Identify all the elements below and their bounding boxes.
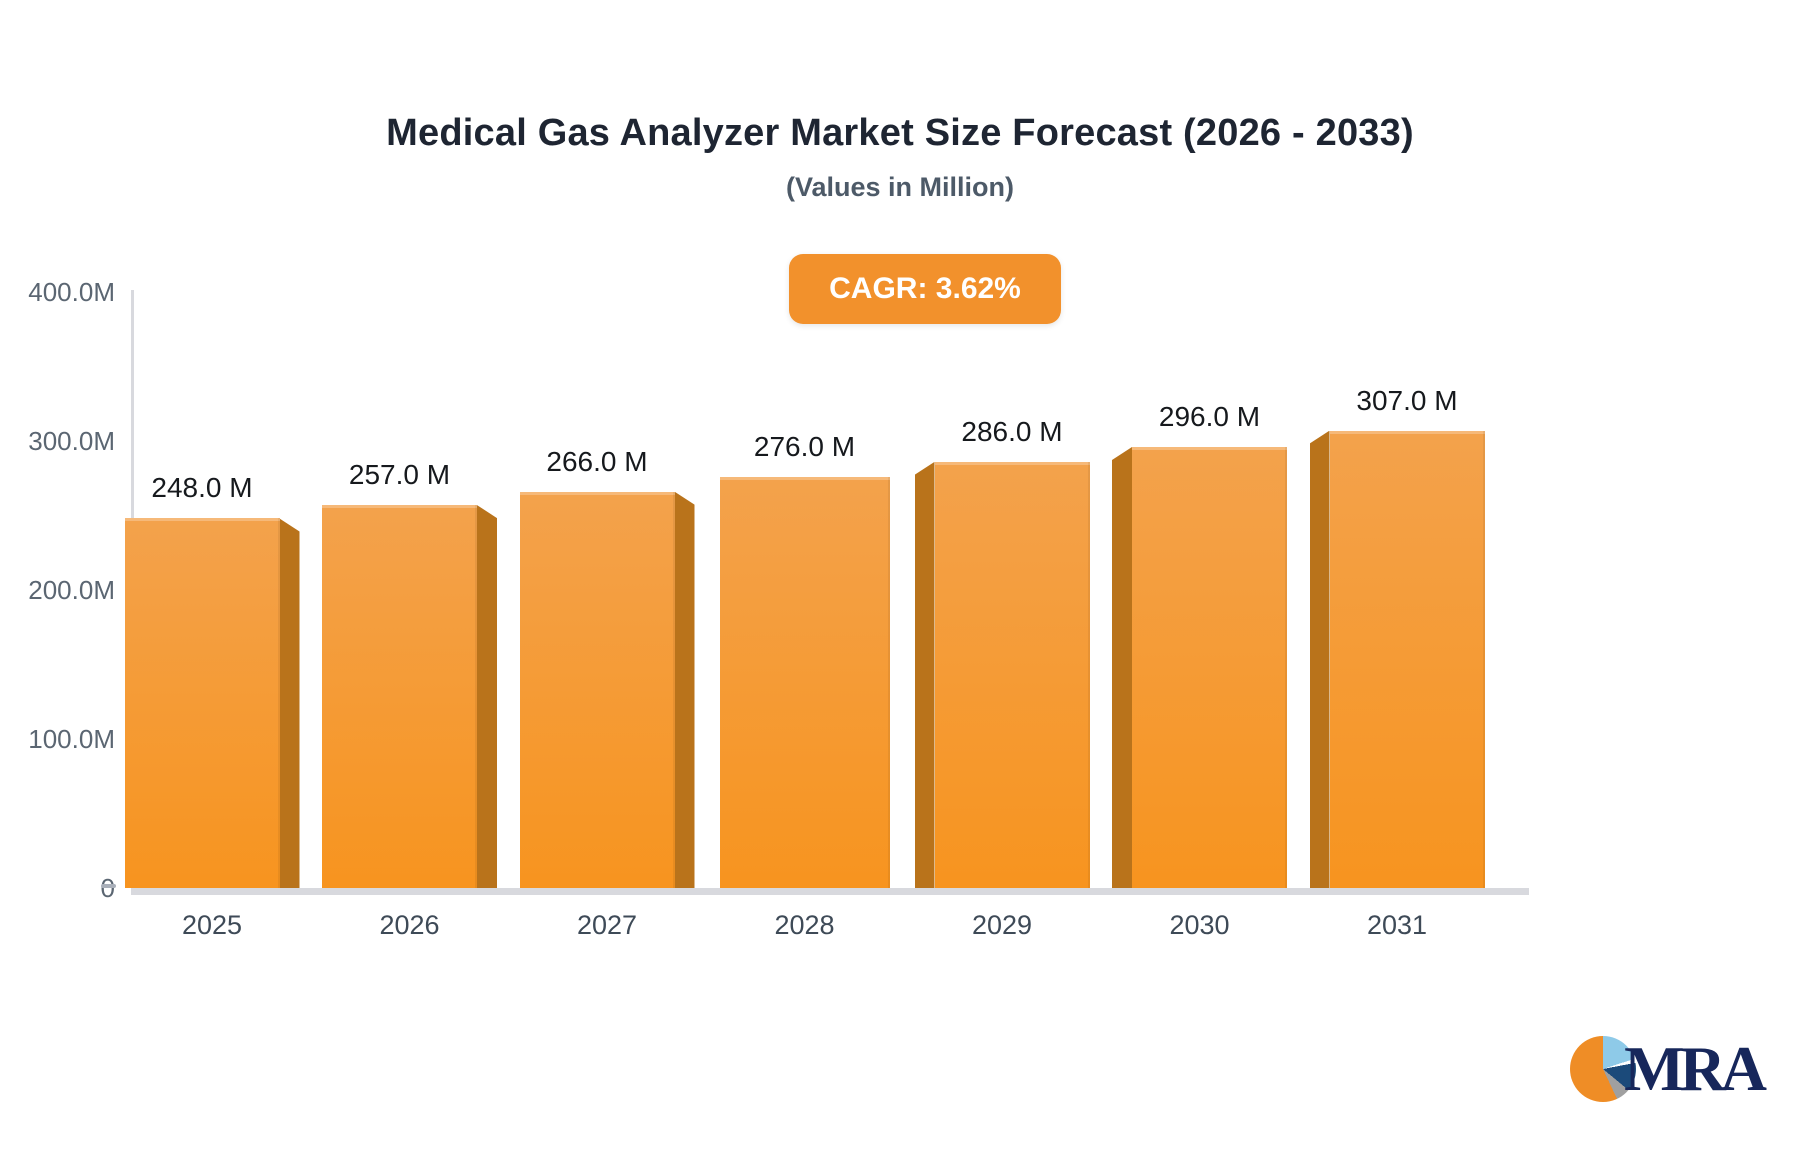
x-axis-line <box>131 888 1529 895</box>
cagr-badge: CAGR: 3.62% <box>789 254 1061 324</box>
x-tick-label: 2029 <box>971 910 1033 940</box>
bar-2027 <box>519 491 675 888</box>
y-tick-label: 300.0M <box>28 426 115 456</box>
bar-2025 <box>124 518 280 888</box>
y-tick-label: 200.0M <box>28 575 115 605</box>
x-tick-label: 2028 <box>774 910 835 940</box>
y-tick-label: 0 <box>100 873 115 903</box>
bar-value-label: 286.0 M <box>961 415 1063 447</box>
bar-value-label: 257.0 M <box>348 459 451 491</box>
zero-tick-mark <box>101 884 116 888</box>
bar-side-face <box>1309 430 1330 888</box>
x-tick-label: 2027 <box>576 910 638 940</box>
bar-value-label: 248.0 M <box>151 472 253 504</box>
brand-logo: MRA <box>1570 1033 1767 1104</box>
bar-2030 <box>1132 446 1287 888</box>
chart-subtitle: (Values in Million) <box>785 172 1015 202</box>
bar-side-face <box>477 505 497 888</box>
x-tick-label: 2030 <box>1169 910 1230 940</box>
bar-2026 <box>322 505 477 888</box>
bar-value-label: 307.0 M <box>1356 384 1458 416</box>
y-tick-label: 400.0M <box>28 277 115 307</box>
bar-2029 <box>934 461 1090 888</box>
bar-side-face <box>279 518 300 888</box>
logo-text: MRA <box>1624 1033 1767 1104</box>
x-tick-label: 2031 <box>1366 910 1428 940</box>
bar-side-face <box>914 461 935 888</box>
bar-side-face <box>1112 446 1132 888</box>
bar-value-label: 276.0 M <box>753 430 856 462</box>
pie-chart-logo-icon <box>1570 1036 1637 1102</box>
bar-value-label: 296.0 M <box>1158 400 1261 432</box>
chart-title: Medical Gas Analyzer Market Size Forecas… <box>386 112 1414 154</box>
bar-2028 <box>719 476 890 888</box>
bar-side-face <box>674 491 695 888</box>
x-tick-label: 2026 <box>379 910 440 940</box>
bar-value-label: 266.0 M <box>546 445 648 477</box>
bar-2031 <box>1329 430 1485 888</box>
x-tick-label: 2025 <box>181 910 243 940</box>
y-tick-label: 100.0M <box>28 724 115 754</box>
